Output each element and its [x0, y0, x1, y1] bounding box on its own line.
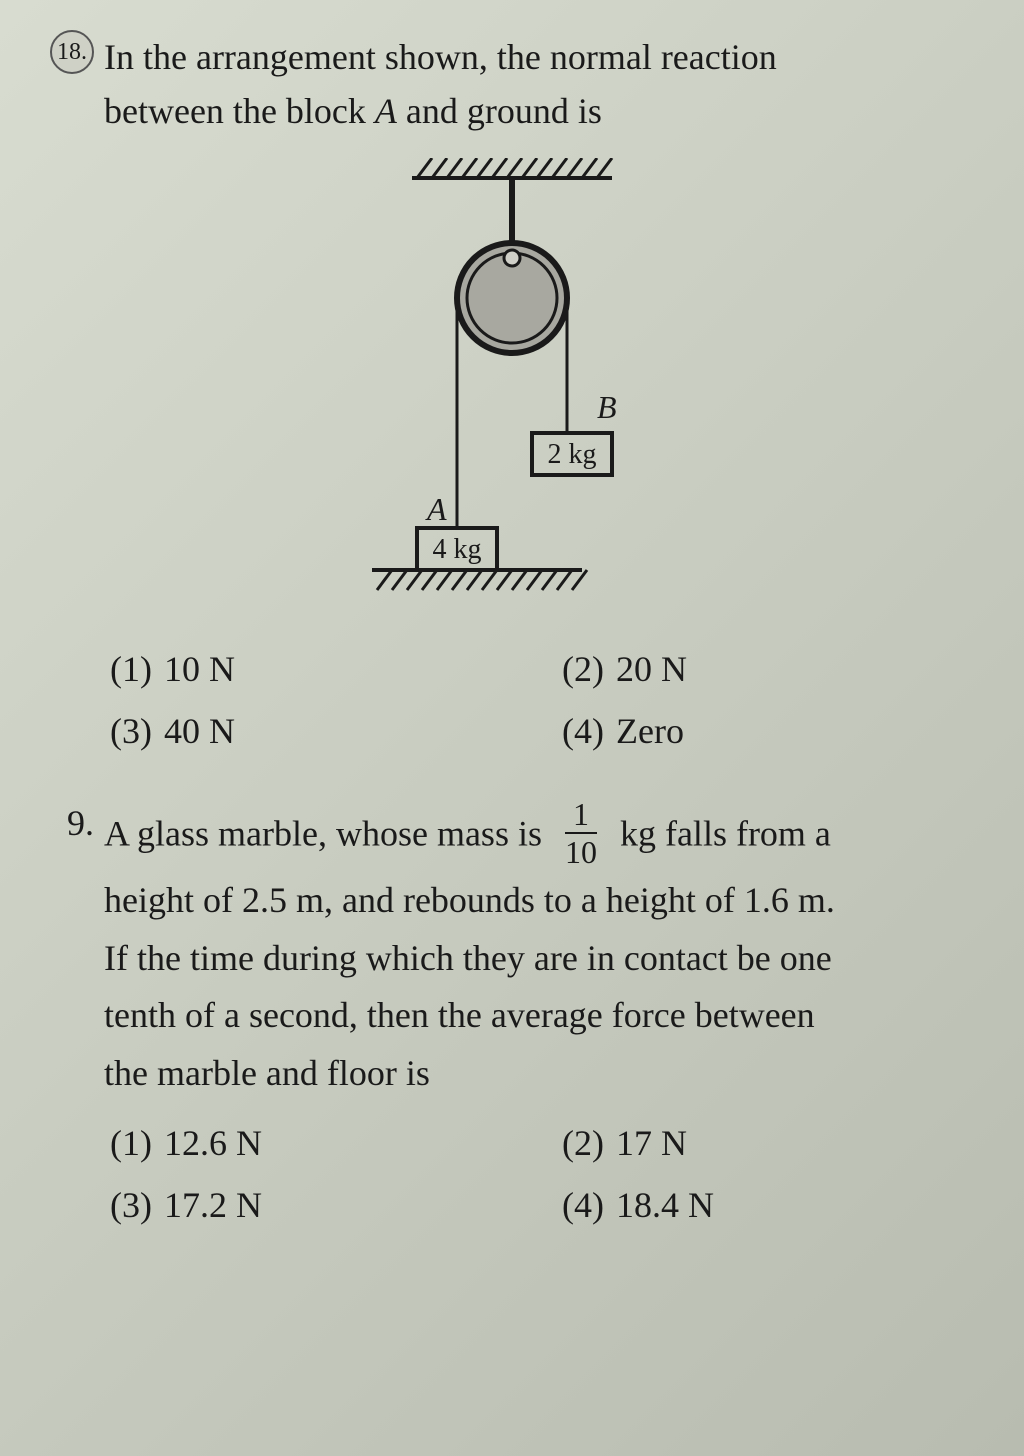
- q9-options: (1) 12.6 N (2) 17 N (3) 17.2 N (4) 18.4 …: [50, 1122, 974, 1226]
- q9-text: A glass marble, whose mass is 110 kg fal…: [104, 802, 835, 1102]
- option-val: 40 N: [164, 710, 235, 752]
- frac-num: 1: [565, 798, 597, 834]
- q18-header: 18. In the arrangement shown, the normal…: [50, 30, 974, 138]
- q9-header: 9. A glass marble, whose mass is 110 kg …: [50, 802, 974, 1102]
- q18-option-3[interactable]: (3) 40 N: [110, 710, 522, 752]
- option-num: (3): [110, 1184, 152, 1226]
- q18-line2a: between the block: [104, 91, 375, 131]
- option-num: (4): [562, 1184, 604, 1226]
- option-num: (3): [110, 710, 152, 752]
- q18-options: (1) 10 N (2) 20 N (3) 40 N (4) Zero: [50, 648, 974, 752]
- q18-text: In the arrangement shown, the normal rea…: [104, 30, 974, 138]
- q9-option-4[interactable]: (4) 18.4 N: [562, 1184, 974, 1226]
- frac-den: 10: [557, 834, 605, 868]
- q9-line4: tenth of a second, then the average forc…: [104, 995, 815, 1035]
- question-18: 18. In the arrangement shown, the normal…: [50, 30, 974, 752]
- fraction-icon: 110: [557, 798, 605, 868]
- option-val: 18.4 N: [616, 1184, 714, 1226]
- option-num: (2): [562, 1122, 604, 1164]
- q18-number: 18.: [50, 30, 94, 74]
- q9-line2: height of 2.5 m, and rebounds to a heigh…: [104, 880, 835, 920]
- ground-hatch: [372, 570, 587, 590]
- option-val: Zero: [616, 710, 684, 752]
- block-a-mass: 4 kg: [433, 534, 482, 565]
- pulley-axle: [504, 250, 520, 266]
- q9-line3: If the time during which they are in con…: [104, 938, 832, 978]
- q18-diagram: B 2 kg A 4 kg: [50, 158, 974, 618]
- option-num: (4): [562, 710, 604, 752]
- option-num: (2): [562, 648, 604, 690]
- option-num: (1): [110, 648, 152, 690]
- q9-line5: the marble and floor is: [104, 1053, 430, 1093]
- block-b-mass: 2 kg: [548, 439, 597, 470]
- q9-option-2[interactable]: (2) 17 N: [562, 1122, 974, 1164]
- option-val: 17 N: [616, 1122, 687, 1164]
- q18-var-a: A: [375, 91, 397, 131]
- q18-option-2[interactable]: (2) 20 N: [562, 648, 974, 690]
- q18-line1: In the arrangement shown, the normal rea…: [104, 37, 777, 77]
- option-val: 12.6 N: [164, 1122, 262, 1164]
- block-b-label: B: [597, 389, 617, 425]
- q9-number: 9.: [50, 802, 94, 844]
- q9-option-1[interactable]: (1) 12.6 N: [110, 1122, 522, 1164]
- option-num: (1): [110, 1122, 152, 1164]
- q9-part1: A glass marble, whose mass is: [104, 813, 551, 853]
- q18-line2b: and ground is: [397, 91, 602, 131]
- q18-option-1[interactable]: (1) 10 N: [110, 648, 522, 690]
- pulley-diagram: B 2 kg A 4 kg: [332, 158, 692, 618]
- option-val: 10 N: [164, 648, 235, 690]
- q9-part2: kg falls from a: [611, 813, 831, 853]
- block-a-label: A: [425, 491, 447, 527]
- q9-option-3[interactable]: (3) 17.2 N: [110, 1184, 522, 1226]
- option-val: 20 N: [616, 648, 687, 690]
- question-9: 9. A glass marble, whose mass is 110 kg …: [50, 802, 974, 1226]
- option-val: 17.2 N: [164, 1184, 262, 1226]
- ceiling-hatch: [412, 158, 612, 178]
- q18-option-4[interactable]: (4) Zero: [562, 710, 974, 752]
